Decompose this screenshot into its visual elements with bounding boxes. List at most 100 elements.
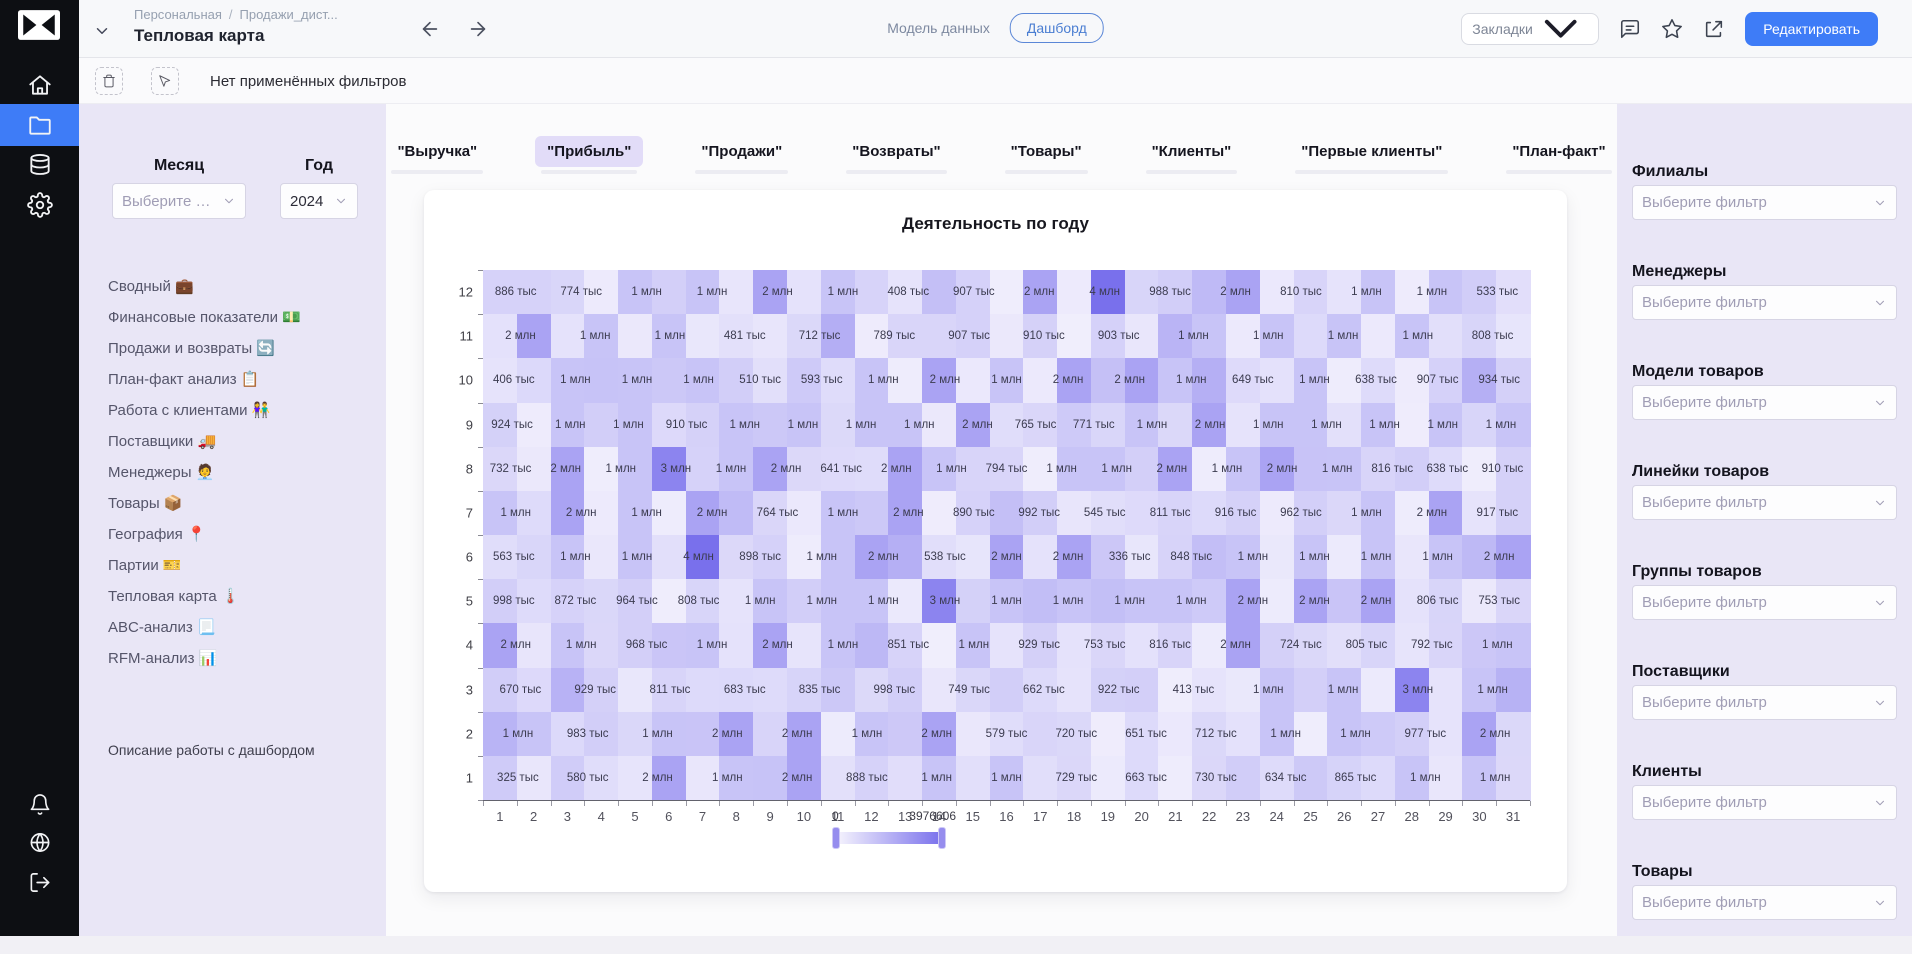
heatmap-cell[interactable] (1394, 755, 1430, 801)
filter-select-5[interactable]: Выберите фильтр (1632, 585, 1897, 620)
heatmap-cell[interactable] (1462, 490, 1497, 536)
heatmap-cell[interactable] (584, 711, 619, 757)
heatmap-cell[interactable] (854, 667, 889, 713)
heatmap-cell[interactable] (786, 579, 822, 624)
sidebar-item-3[interactable]: Продажи и возвраты 🔄 (108, 340, 276, 357)
clear-filters-button[interactable] (95, 67, 123, 95)
filter-select-7[interactable]: Выберите фильтр (1632, 785, 1897, 820)
heatmap-cell[interactable] (888, 314, 923, 359)
heatmap-cell[interactable] (516, 711, 552, 757)
heatmap-cell[interactable] (1496, 270, 1531, 315)
filter-select-4[interactable]: Выберите фильтр (1632, 485, 1897, 520)
legend-handle-min[interactable] (832, 827, 840, 849)
heatmap-cell[interactable] (1124, 667, 1160, 713)
heatmap-cell[interactable] (1462, 623, 1497, 669)
heatmap-cell[interactable] (719, 623, 754, 669)
sidebar-item-6[interactable]: Поставщики 🚚 (108, 433, 217, 450)
heatmap-cell[interactable] (1124, 755, 1160, 801)
heatmap-cell[interactable] (651, 446, 687, 492)
heatmap-cell[interactable] (1023, 755, 1058, 801)
heatmap-cell[interactable] (955, 358, 991, 404)
heatmap-cell[interactable] (1293, 402, 1328, 448)
heatmap-cell[interactable] (888, 358, 923, 404)
heatmap-cell[interactable] (922, 358, 957, 404)
heatmap-cell[interactable] (516, 358, 552, 404)
heatmap-cell[interactable] (753, 755, 788, 801)
heatmap-cell[interactable] (989, 358, 1024, 404)
heatmap-cell[interactable] (1327, 270, 1362, 315)
heatmap-cell[interactable] (753, 314, 788, 359)
heatmap-cell[interactable] (1394, 270, 1430, 315)
heatmap-cell[interactable] (1259, 270, 1295, 315)
heatmap-cell[interactable] (1158, 358, 1193, 404)
heatmap-cell[interactable] (1259, 402, 1295, 448)
heatmap-cell[interactable] (854, 711, 889, 757)
heatmap-cell[interactable] (1462, 711, 1497, 757)
heatmap-cell[interactable] (1394, 579, 1430, 624)
heatmap-cell[interactable] (1057, 270, 1092, 315)
heatmap-cell[interactable] (955, 490, 991, 536)
heatmap-cell[interactable] (1496, 314, 1531, 359)
heatmap-cell[interactable] (1090, 314, 1126, 359)
language-globe-icon[interactable] (28, 831, 51, 854)
heatmap-cell[interactable] (1361, 446, 1396, 492)
heatmap-cell[interactable] (618, 402, 653, 448)
heatmap-cell[interactable] (1496, 535, 1531, 580)
heatmap-cell[interactable] (820, 270, 856, 315)
heatmap-cell[interactable] (685, 490, 720, 536)
heatmap-cell[interactable] (1057, 711, 1092, 757)
heatmap-cell[interactable] (516, 402, 552, 448)
heatmap-cell[interactable] (1496, 490, 1531, 536)
heatmap-cell[interactable] (1462, 755, 1497, 801)
heatmap-cell[interactable] (1428, 402, 1464, 448)
heatmap-cell[interactable] (1293, 490, 1328, 536)
heatmap-cell[interactable] (550, 623, 585, 669)
sidebar-item-10[interactable]: Партии 🎫 (108, 557, 182, 574)
heatmap-cell[interactable] (753, 270, 788, 315)
heatmap-cell[interactable] (550, 490, 585, 536)
heatmap-cell[interactable] (719, 490, 754, 536)
heatmap-cell[interactable] (651, 314, 687, 359)
heatmap-cell[interactable] (989, 755, 1024, 801)
heatmap-cell[interactable] (1293, 623, 1328, 669)
heatmap-cell[interactable] (854, 402, 889, 448)
heatmap-cell[interactable] (1192, 402, 1227, 448)
heatmap-cell[interactable] (1327, 358, 1362, 404)
heatmap-cell[interactable] (618, 623, 653, 669)
heatmap-cell[interactable] (516, 579, 552, 624)
heatmap-cell[interactable] (1023, 711, 1058, 757)
collapse-chevron-icon[interactable] (93, 22, 111, 40)
heatmap-cell[interactable] (516, 314, 552, 359)
heatmap-cell[interactable] (618, 314, 653, 359)
heatmap-cell[interactable] (1428, 490, 1464, 536)
heatmap-cell[interactable] (1023, 579, 1058, 624)
heatmap-cell[interactable] (1428, 270, 1464, 315)
heatmap-cell[interactable] (1394, 358, 1430, 404)
heatmap-cell[interactable] (719, 358, 754, 404)
heatmap-cell[interactable] (1293, 579, 1328, 624)
notifications-bell-icon[interactable] (28, 793, 51, 816)
heatmap-cell[interactable] (753, 535, 788, 580)
heatmap-cell[interactable] (483, 535, 518, 580)
heatmap-cell[interactable] (1226, 755, 1261, 801)
heatmap-cell[interactable] (1090, 535, 1126, 580)
heatmap-cell[interactable] (1192, 623, 1227, 669)
heatmap-cell[interactable] (1124, 402, 1160, 448)
heatmap-cell[interactable] (1394, 667, 1430, 713)
breadcrumb-root[interactable]: Персональная (134, 7, 222, 22)
heatmap-cell[interactable] (888, 270, 923, 315)
heatmap-cell[interactable] (651, 358, 687, 404)
heatmap-cell[interactable] (1057, 755, 1092, 801)
heatmap-cell[interactable] (550, 358, 585, 404)
filter-select-1[interactable]: Выберите фильтр (1632, 185, 1897, 220)
heatmap-cell[interactable] (820, 711, 856, 757)
logout-icon[interactable] (28, 871, 51, 894)
heatmap-cell[interactable] (1158, 667, 1193, 713)
heatmap-cell[interactable] (1259, 623, 1295, 669)
heatmap-cell[interactable] (922, 402, 957, 448)
heatmap-cell[interactable] (651, 711, 687, 757)
heatmap-cell[interactable] (753, 711, 788, 757)
heatmap-cell[interactable] (955, 579, 991, 624)
heatmap-cell[interactable] (888, 623, 923, 669)
heatmap-cell[interactable] (1361, 755, 1396, 801)
